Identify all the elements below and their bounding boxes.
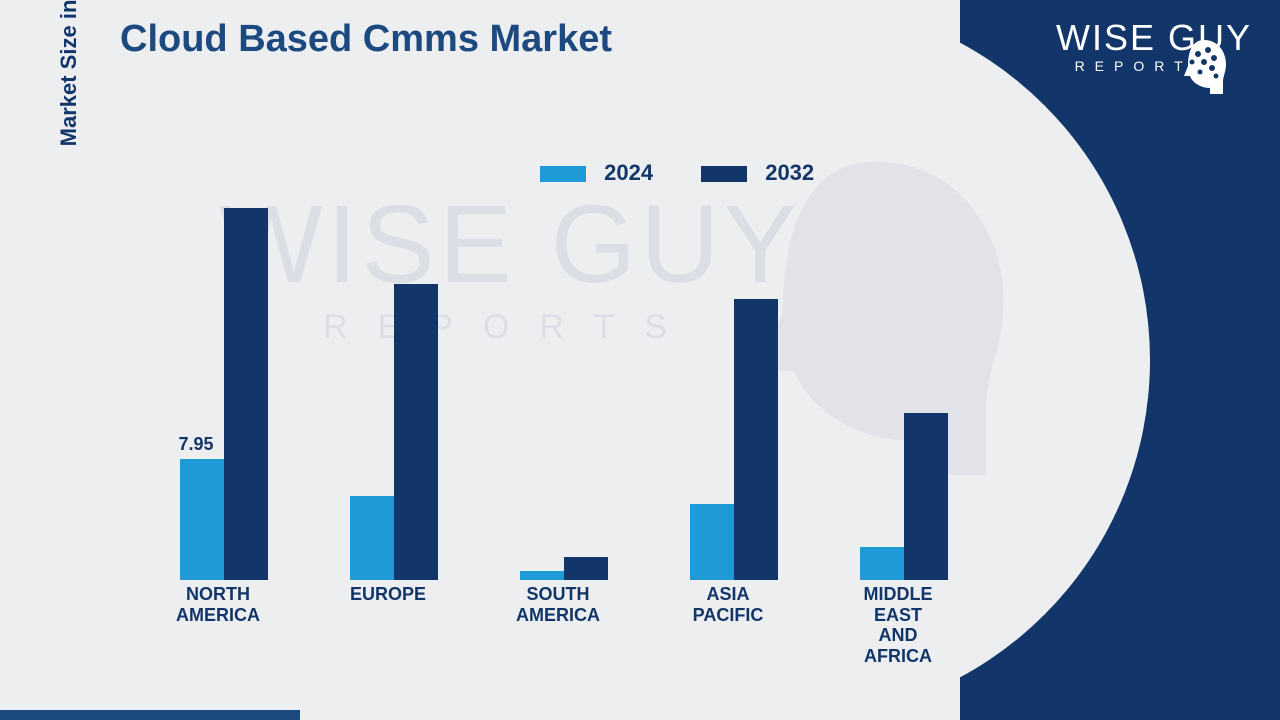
bar-2024 bbox=[860, 547, 904, 580]
side-panel bbox=[960, 0, 1280, 720]
brand-logo: WISE GUY REPORTS bbox=[1056, 20, 1252, 74]
legend-item-2032: 2032 bbox=[701, 160, 814, 186]
chart-area: 7.95 bbox=[100, 200, 970, 580]
bar-2032 bbox=[224, 208, 268, 580]
bar-2024 bbox=[180, 459, 224, 580]
data-label: 7.95 bbox=[166, 434, 226, 455]
x-tick-label: NORTHAMERICA bbox=[148, 584, 288, 625]
bar-2032 bbox=[564, 557, 608, 580]
plot-area: 7.95 bbox=[130, 200, 970, 580]
bar-2024 bbox=[350, 496, 394, 580]
x-tick-label: SOUTHAMERICA bbox=[488, 584, 628, 625]
x-tick-label: EUROPE bbox=[318, 584, 458, 605]
x-tick-label: ASIAPACIFIC bbox=[658, 584, 798, 625]
legend-swatch-2032 bbox=[701, 166, 747, 182]
legend-item-2024: 2024 bbox=[540, 160, 653, 186]
legend: 2024 2032 bbox=[540, 160, 814, 186]
x-tick-label: MIDDLEEASTANDAFRICA bbox=[828, 584, 968, 667]
bar-2024 bbox=[690, 504, 734, 580]
bar-2032 bbox=[394, 284, 438, 580]
head-icon bbox=[1178, 38, 1228, 100]
chart-title: Cloud Based Cmms Market bbox=[120, 18, 612, 61]
legend-swatch-2024 bbox=[540, 166, 586, 182]
bar-2032 bbox=[904, 413, 948, 580]
y-axis-label: Market Size in USD Billion bbox=[56, 0, 82, 200]
bar-2032 bbox=[734, 299, 778, 580]
bar-2024 bbox=[520, 571, 564, 580]
bottom-accent-bar bbox=[0, 710, 300, 720]
canvas: WISE GUY REPORTS Cloud Based Cmms Market… bbox=[0, 0, 1280, 720]
